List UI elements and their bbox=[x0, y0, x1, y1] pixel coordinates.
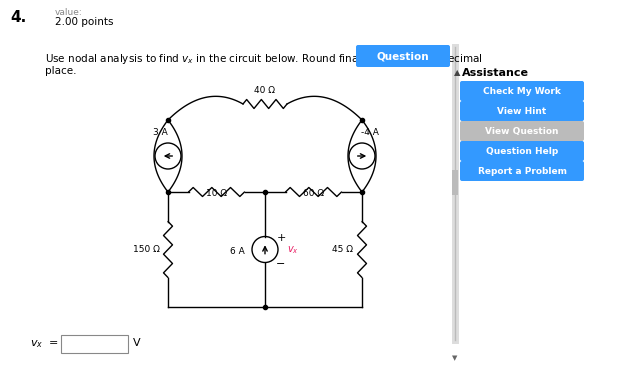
Text: −: − bbox=[276, 259, 286, 269]
Text: 2.00 points: 2.00 points bbox=[55, 17, 114, 27]
Text: 40 Ω: 40 Ω bbox=[255, 86, 276, 95]
Text: 4.: 4. bbox=[10, 10, 26, 25]
Text: Question Help: Question Help bbox=[486, 147, 558, 155]
Text: ▼: ▼ bbox=[452, 355, 457, 361]
Text: +: + bbox=[276, 233, 286, 243]
Text: 10 Ω: 10 Ω bbox=[206, 189, 227, 198]
FancyBboxPatch shape bbox=[460, 161, 584, 181]
Text: $v_x$  =: $v_x$ = bbox=[30, 338, 59, 350]
Text: Check My Work: Check My Work bbox=[483, 86, 561, 95]
Text: V: V bbox=[133, 338, 140, 348]
Text: Use nodal analysis to find $v_x$ in the circuit below. Round final answer to one: Use nodal analysis to find $v_x$ in the … bbox=[45, 52, 483, 66]
Text: View Question: View Question bbox=[485, 127, 558, 135]
FancyBboxPatch shape bbox=[61, 335, 128, 353]
Text: Question: Question bbox=[377, 51, 429, 61]
Text: place.: place. bbox=[45, 66, 77, 76]
Text: 150 Ω: 150 Ω bbox=[132, 245, 160, 254]
Text: 60 Ω: 60 Ω bbox=[303, 189, 324, 198]
Text: ▲: ▲ bbox=[454, 68, 461, 77]
Text: Assistance: Assistance bbox=[462, 68, 529, 78]
Text: value:: value: bbox=[55, 8, 83, 17]
Text: View Hint: View Hint bbox=[497, 106, 547, 115]
Text: 45 Ω: 45 Ω bbox=[331, 245, 353, 254]
Text: 3 A: 3 A bbox=[153, 128, 167, 137]
FancyBboxPatch shape bbox=[356, 45, 450, 67]
Text: Report a Problem: Report a Problem bbox=[477, 167, 567, 175]
Text: 6 A: 6 A bbox=[230, 247, 245, 256]
FancyBboxPatch shape bbox=[452, 170, 458, 195]
FancyBboxPatch shape bbox=[460, 121, 584, 141]
Text: -4 A: -4 A bbox=[361, 128, 379, 137]
FancyBboxPatch shape bbox=[460, 101, 584, 121]
Text: $v_x$: $v_x$ bbox=[287, 244, 299, 256]
FancyBboxPatch shape bbox=[460, 81, 584, 101]
FancyBboxPatch shape bbox=[460, 141, 584, 161]
